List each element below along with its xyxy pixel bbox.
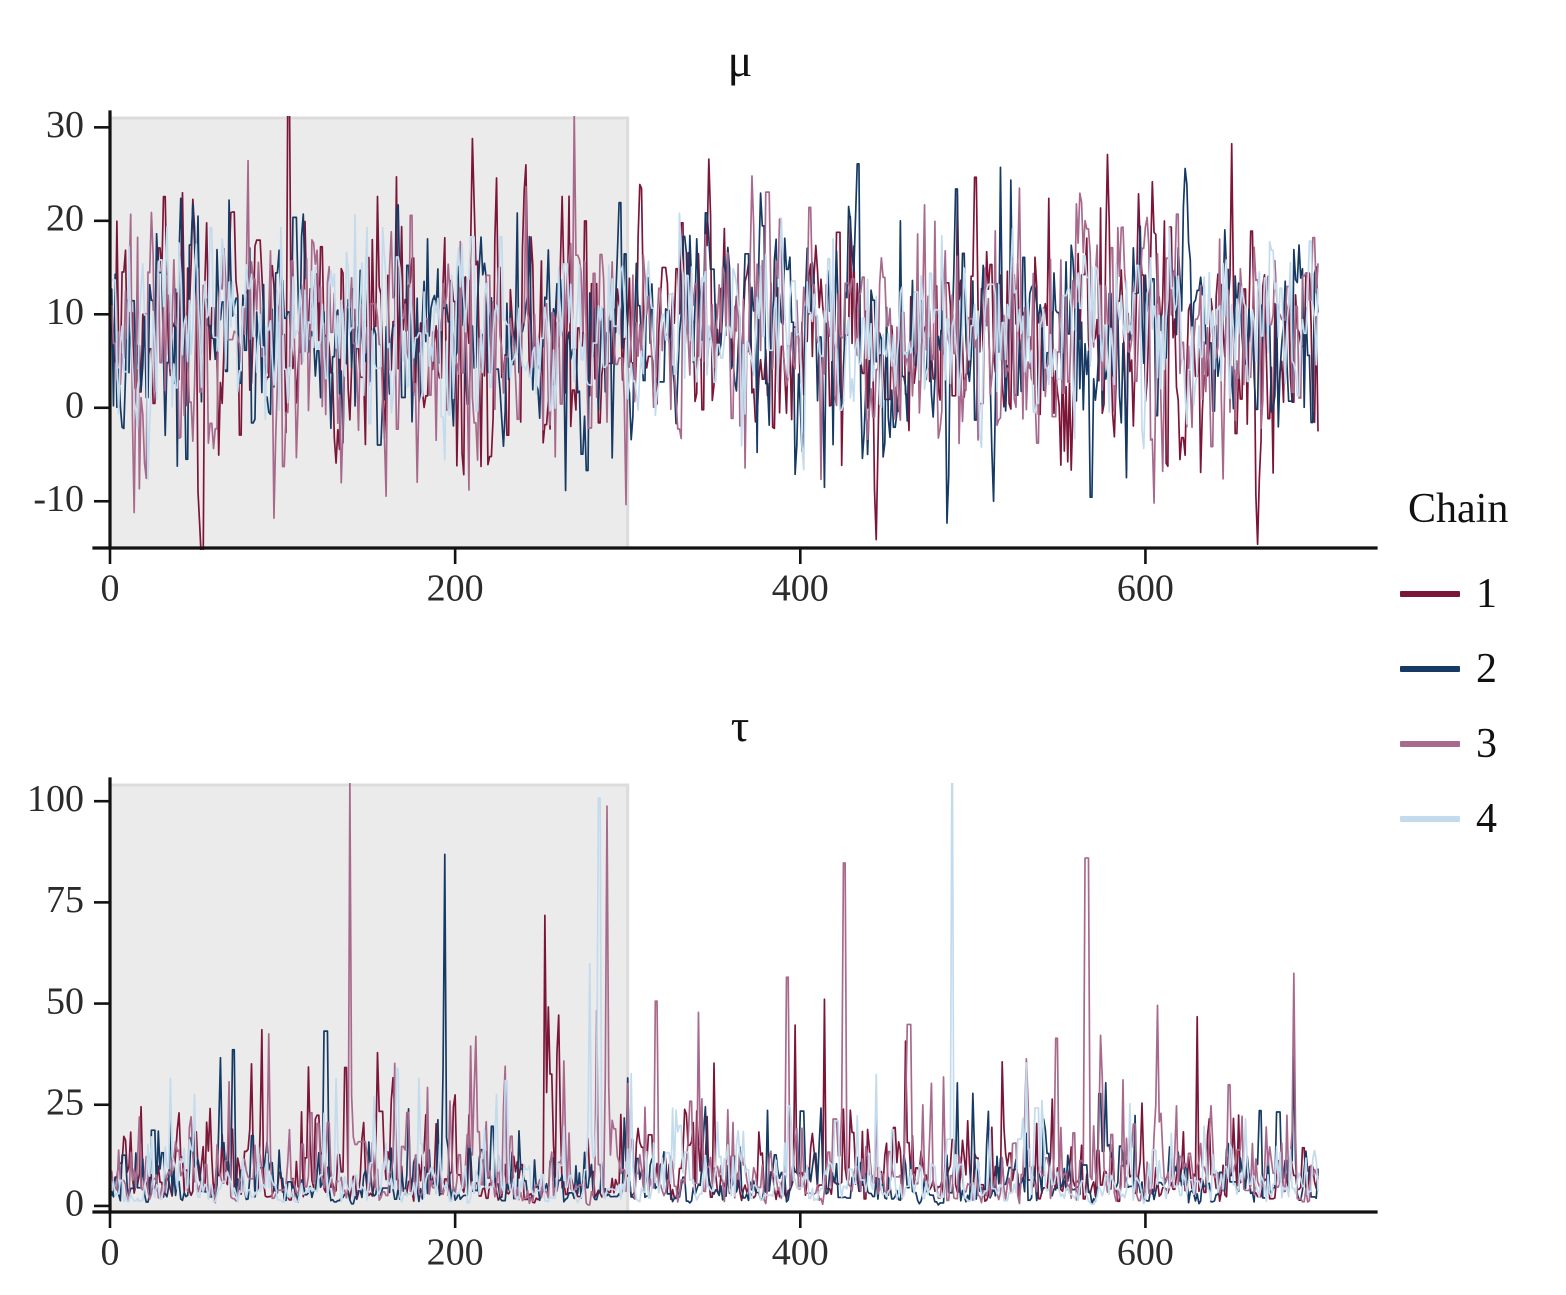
panel-title-tau: τ xyxy=(730,700,750,751)
trace-line-chain-3 xyxy=(110,783,1319,1206)
x-tick-label: 400 xyxy=(772,567,829,609)
trace-line-chain-4 xyxy=(110,212,1319,481)
panel-mu: μ -10 0 10 20 30 0 200 400 600 xyxy=(0,0,1380,620)
y-tick-label: 0 xyxy=(65,385,84,427)
legend-color-swatch-icon xyxy=(1400,590,1460,597)
x-tick-label: 0 xyxy=(101,567,120,609)
y-tick-label: 10 xyxy=(46,291,84,333)
legend-item-label: 3 xyxy=(1476,720,1497,767)
trace-line-chain-2 xyxy=(110,853,1319,1206)
y-tick-label: -10 xyxy=(33,478,84,520)
x-tick-label: 0 xyxy=(101,1231,120,1273)
y-tick-label: 25 xyxy=(46,1081,84,1123)
trace-lines-group xyxy=(110,116,1319,550)
trace-lines-group xyxy=(110,783,1319,1206)
plot-area-tau: 0 25 50 75 100 0 200 400 600 xyxy=(27,777,1378,1273)
panel-title-mu: μ xyxy=(727,35,753,86)
legend-item-chain-3[interactable]: 3 xyxy=(1400,706,1566,781)
x-tick-label: 400 xyxy=(772,1231,829,1273)
legend-item-label: 4 xyxy=(1476,795,1497,842)
y-tick-label: 20 xyxy=(46,198,84,240)
x-tick-label: 200 xyxy=(427,567,484,609)
legend-item-chain-1[interactable]: 1 xyxy=(1400,556,1566,631)
legend-color-swatch-icon xyxy=(1400,665,1460,672)
y-tick-label: 0 xyxy=(65,1183,84,1225)
legend: Chain 1 2 3 4 xyxy=(1400,488,1566,856)
trace-line-chain-4 xyxy=(110,783,1319,1206)
x-tick-label: 200 xyxy=(427,1231,484,1273)
y-tick-label: 30 xyxy=(46,104,84,146)
legend-color-swatch-icon xyxy=(1400,740,1460,747)
legend-title: Chain xyxy=(1408,486,1509,532)
legend-rows: 1 2 3 4 xyxy=(1400,556,1566,856)
x-tick-label: 600 xyxy=(1117,567,1174,609)
y-tick-label: 75 xyxy=(46,879,84,921)
legend-item-chain-4[interactable]: 4 xyxy=(1400,781,1566,856)
plot-area-mu: -10 0 10 20 30 0 200 400 600 xyxy=(33,104,1378,609)
legend-item-chain-2[interactable]: 2 xyxy=(1400,631,1566,706)
panel-tau: τ 0 25 50 75 100 0 200 400 600 xyxy=(0,675,1380,1295)
legend-item-label: 2 xyxy=(1476,645,1497,692)
y-tick-label: 50 xyxy=(46,980,84,1022)
y-tick-label: 100 xyxy=(27,778,84,820)
legend-item-label: 1 xyxy=(1476,570,1497,617)
x-tick-label: 600 xyxy=(1117,1231,1174,1273)
legend-color-swatch-icon xyxy=(1400,815,1460,822)
